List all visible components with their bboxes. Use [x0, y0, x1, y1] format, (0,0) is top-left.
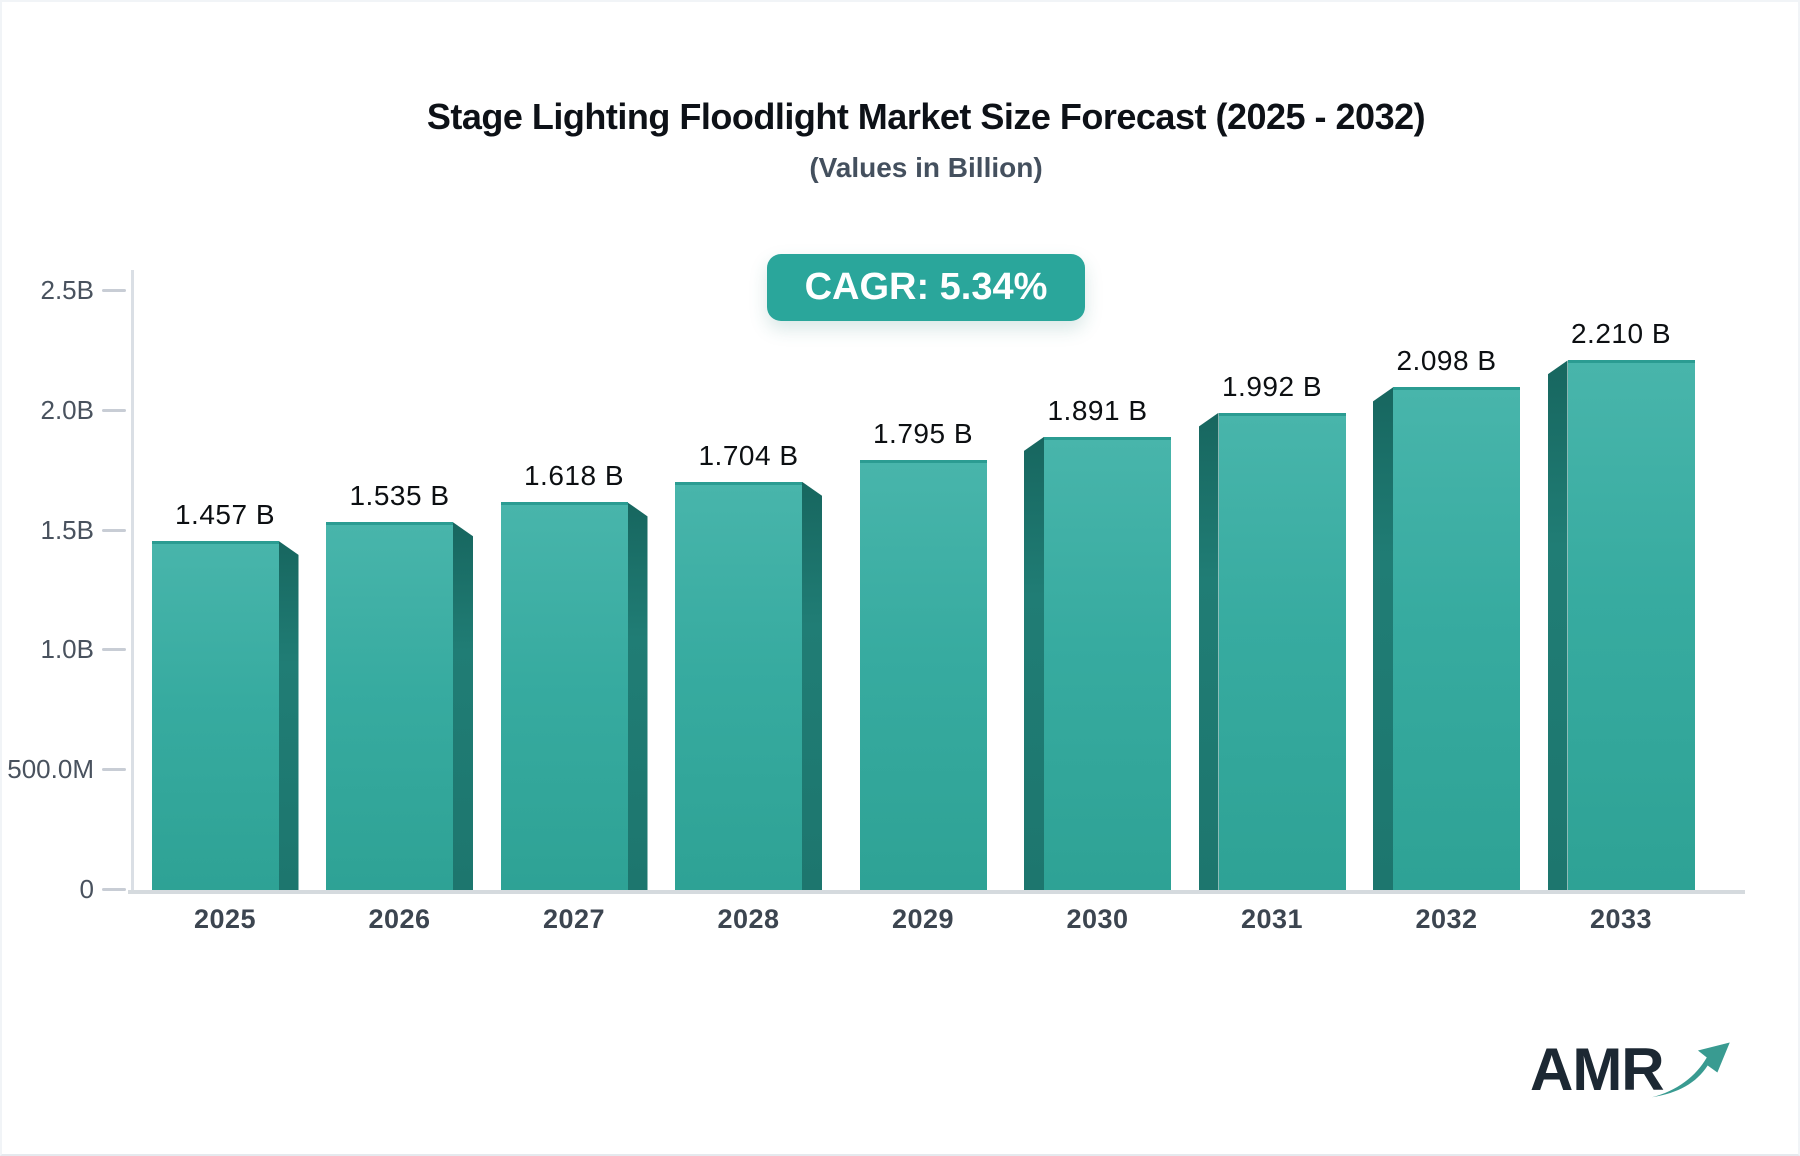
bar-front-face	[675, 481, 802, 890]
bar-2027	[500, 502, 648, 890]
y-tick-label: 1.0B	[40, 634, 95, 665]
bar-side-face	[1547, 360, 1568, 890]
x-tick-label: 2030	[1066, 904, 1129, 934]
bar-2033	[1547, 360, 1695, 890]
bar-2029	[859, 459, 987, 890]
bar-2025	[151, 540, 299, 890]
amr-logo: AMR	[1530, 1034, 1740, 1120]
bar-front-face	[500, 502, 628, 890]
bar-front-face	[326, 522, 453, 890]
bar-2028	[675, 481, 822, 890]
bar-2031	[1198, 412, 1346, 890]
bar-front-face	[1044, 436, 1171, 890]
bar-side-face	[1198, 412, 1219, 890]
growth-arrow-icon	[1651, 1042, 1730, 1098]
y-tick-dash	[102, 648, 126, 652]
bar-value-label: 1.535 B	[349, 480, 450, 512]
chart-title: Stage Lighting Floodlight Market Size Fo…	[426, 96, 1426, 137]
y-tick-label: 0	[79, 874, 94, 904]
bar-2032	[1373, 387, 1520, 890]
y-tick-label: 2.5B	[40, 275, 95, 305]
bar-value-label: 1.891 B	[1047, 394, 1148, 426]
amr-logo-text: AMR	[1530, 1036, 1665, 1103]
cagr-badge-band: CAGR: 5.34%	[54, 254, 1798, 321]
bar-value-label: 1.992 B	[1221, 370, 1323, 402]
bar-value-label: 1.457 B	[174, 498, 276, 530]
bar-side-face	[453, 522, 473, 890]
y-axis-line	[131, 270, 134, 891]
x-axis-line	[128, 890, 1745, 894]
x-tick-label: 2031	[1240, 904, 1304, 934]
chart-subtitle: (Values in Billion)	[809, 152, 1043, 183]
y-tick-dash	[102, 289, 126, 292]
bar-side-face	[1024, 436, 1044, 890]
bar-value-label: 2.210 B	[1570, 318, 1672, 350]
bar-value-label: 2.098 B	[1396, 345, 1497, 377]
bar-front-face	[859, 459, 987, 890]
bar-front-face	[1218, 412, 1346, 890]
bar-side-face	[278, 540, 299, 890]
y-tick-dash	[102, 528, 126, 532]
bar-side-face	[627, 502, 648, 890]
bar-value-label: 1.704 B	[698, 439, 799, 471]
x-tick-label: 2028	[717, 904, 780, 934]
bar-value-label: 1.795 B	[872, 417, 974, 449]
y-tick-dash	[102, 888, 126, 891]
bar-2026	[326, 522, 473, 890]
y-tick-dash	[102, 408, 126, 412]
bar-side-face	[802, 481, 822, 890]
x-tick-label: 2029	[891, 904, 955, 934]
y-tick-label: 2.0B	[40, 394, 95, 425]
x-tick-label: 2025	[193, 904, 257, 934]
bar-front-face	[1567, 360, 1695, 890]
x-tick-label: 2027	[542, 904, 606, 934]
cagr-badge: CAGR: 5.34%	[766, 254, 1086, 321]
bar-front-face	[1393, 387, 1520, 890]
x-tick-label: 2033	[1589, 904, 1653, 934]
bar-front-face	[151, 540, 279, 890]
bar-side-face	[1373, 387, 1393, 890]
bar-value-label: 1.618 B	[523, 460, 625, 492]
y-tick-dash	[102, 768, 126, 772]
y-tick-label: 500.0M	[7, 754, 94, 785]
bar-2030	[1024, 436, 1171, 890]
x-tick-label: 2026	[368, 904, 431, 934]
y-tick-label: 1.5B	[40, 514, 95, 545]
x-tick-label: 2032	[1415, 904, 1478, 934]
